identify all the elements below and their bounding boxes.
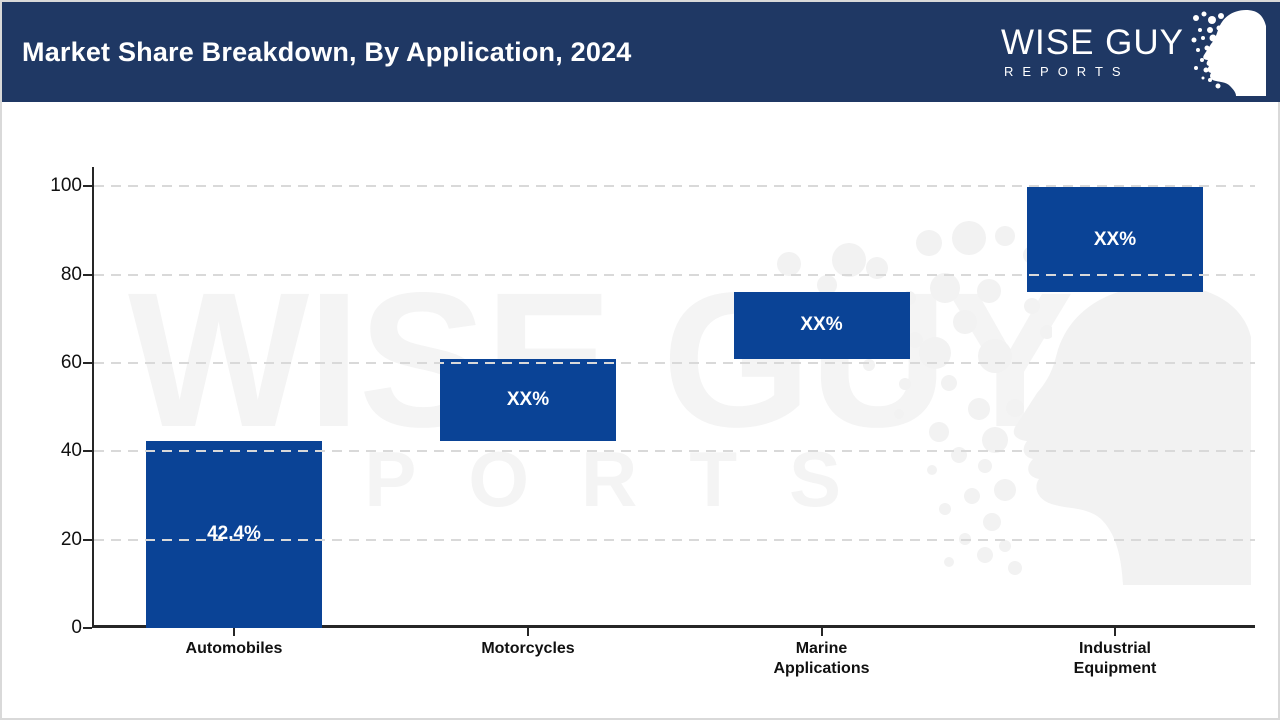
bar-automobiles: 42.4% [146, 440, 322, 628]
category-label-marine-applications: Marine Applications [773, 640, 870, 677]
logo-subtext: REPORTS [1003, 64, 1130, 79]
bar-motorcycles: XX% [440, 358, 616, 441]
bar-marine-applications: XX% [733, 292, 910, 359]
y-axis-tick [83, 538, 92, 541]
bar-value-label: 42.4% [207, 523, 261, 545]
gridline-80 [94, 273, 1255, 276]
y-axis-tick [83, 185, 92, 188]
y-axis-tick [83, 450, 92, 453]
x-axis-tick [1114, 628, 1116, 636]
watermark-head-profile-icon [1013, 285, 1251, 585]
x-axis-tick [527, 628, 529, 636]
logo-text: WISE GUY REPORTS [1001, 25, 1184, 79]
bar-industrial-equipment: XX% [1027, 187, 1203, 293]
bar-value-label: XX% [1093, 228, 1137, 250]
wiseguy-logo: WISE GUY REPORTS [1001, 2, 1266, 102]
x-axis-tick [820, 628, 823, 636]
y-axis-label-100: 100 [50, 175, 82, 197]
y-axis-label-20: 20 [60, 528, 82, 550]
logo-wordmark: WISE GUY [1000, 23, 1184, 62]
gridline-40 [94, 450, 1255, 453]
y-axis-label-0: 0 [71, 617, 82, 638]
y-axis-tick [83, 627, 92, 629]
category-label-industrial-equipment: Industrial Equipment [1073, 640, 1157, 677]
head-profile-dots-icon [1191, 10, 1266, 96]
y-axis-tick [83, 273, 92, 276]
bar-value-label: XX% [506, 388, 550, 410]
gridline-100 [94, 185, 1255, 188]
category-label-motorcycles: Motorcycles [481, 640, 575, 657]
bar-value-label: XX% [800, 314, 843, 336]
y-axis-tick [83, 361, 92, 364]
y-axis-label-80: 80 [60, 263, 82, 285]
gridline-60 [94, 361, 1255, 364]
gridline-20 [94, 538, 1255, 541]
x-axis-tick [233, 628, 235, 636]
header: Market Share Breakdown, By Application, … [2, 2, 1280, 102]
watermark-dots-icon [777, 221, 1052, 575]
waterfall-chart: 0 20 40 60 80 100 42.4% Automobiles XX% Motorcycl… [50, 167, 1255, 677]
y-axis-label-60: 60 [60, 351, 82, 373]
y-axis-label-40: 40 [60, 440, 82, 462]
category-label-automobiles: Automobiles [185, 640, 283, 657]
page-title: Market Share Breakdown, By Application, … [22, 36, 632, 67]
